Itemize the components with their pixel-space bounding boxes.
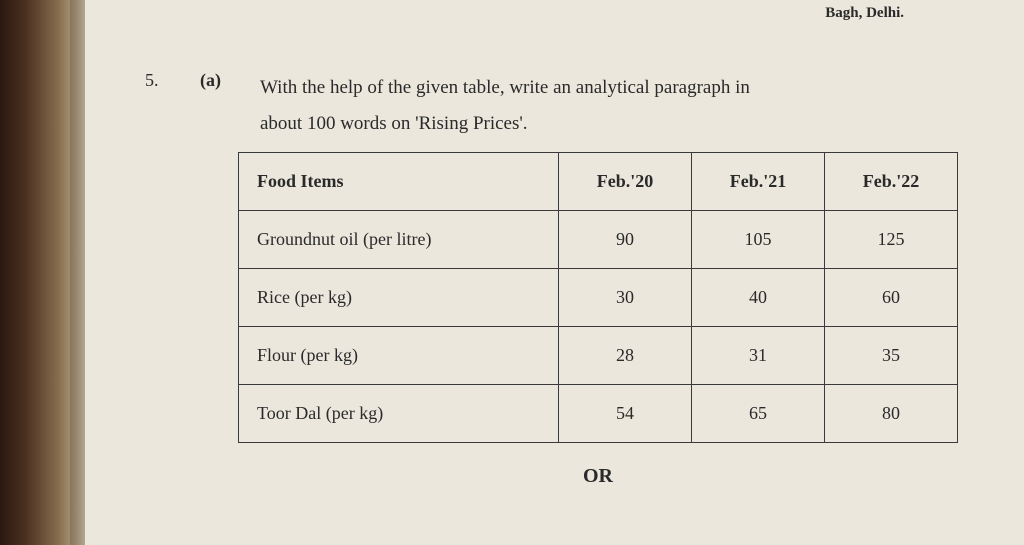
table-row: Rice (per kg) 30 40 60 <box>239 269 958 327</box>
header-fragment: Bagh, Delhi. <box>825 5 904 22</box>
cell-value: 54 <box>559 385 692 443</box>
cell-value: 30 <box>559 269 692 327</box>
question-line2: about 100 words on 'Rising Prices'. <box>260 113 528 134</box>
question-text: With the help of the given table, write … <box>260 70 974 142</box>
table-row: Flour (per kg) 28 31 35 <box>239 327 958 385</box>
prices-table: Food Items Feb.'20 Feb.'21 Feb.'22 Groun… <box>238 152 958 443</box>
cell-value: 80 <box>825 385 958 443</box>
cell-value: 28 <box>559 327 692 385</box>
question-number: 5. <box>145 70 170 142</box>
table-header-row: Food Items Feb.'20 Feb.'21 Feb.'22 <box>239 153 958 211</box>
cell-item: Rice (per kg) <box>239 269 559 327</box>
cell-value: 105 <box>692 211 825 269</box>
cell-item: Groundnut oil (per litre) <box>239 211 559 269</box>
page-content: Bagh, Delhi. 5. (a) With the help of the… <box>85 0 1024 545</box>
col-header-items: Food Items <box>239 153 559 211</box>
col-header-feb21: Feb.'21 <box>692 153 825 211</box>
cell-value: 65 <box>692 385 825 443</box>
question-line1: With the help of the given table, write … <box>260 77 750 98</box>
col-header-feb22: Feb.'22 <box>825 153 958 211</box>
cell-value: 125 <box>825 211 958 269</box>
table-row: Groundnut oil (per litre) 90 105 125 <box>239 211 958 269</box>
cell-value: 35 <box>825 327 958 385</box>
col-header-feb20: Feb.'20 <box>559 153 692 211</box>
cell-value: 90 <box>559 211 692 269</box>
question-block: 5. (a) With the help of the given table,… <box>145 70 974 142</box>
cell-item: Flour (per kg) <box>239 327 559 385</box>
cell-value: 60 <box>825 269 958 327</box>
cell-value: 31 <box>692 327 825 385</box>
cell-item: Toor Dal (per kg) <box>239 385 559 443</box>
cell-value: 40 <box>692 269 825 327</box>
question-part: (a) <box>200 70 230 142</box>
or-separator: OR <box>238 465 958 488</box>
table-container: Food Items Feb.'20 Feb.'21 Feb.'22 Groun… <box>238 152 974 443</box>
table-row: Toor Dal (per kg) 54 65 80 <box>239 385 958 443</box>
